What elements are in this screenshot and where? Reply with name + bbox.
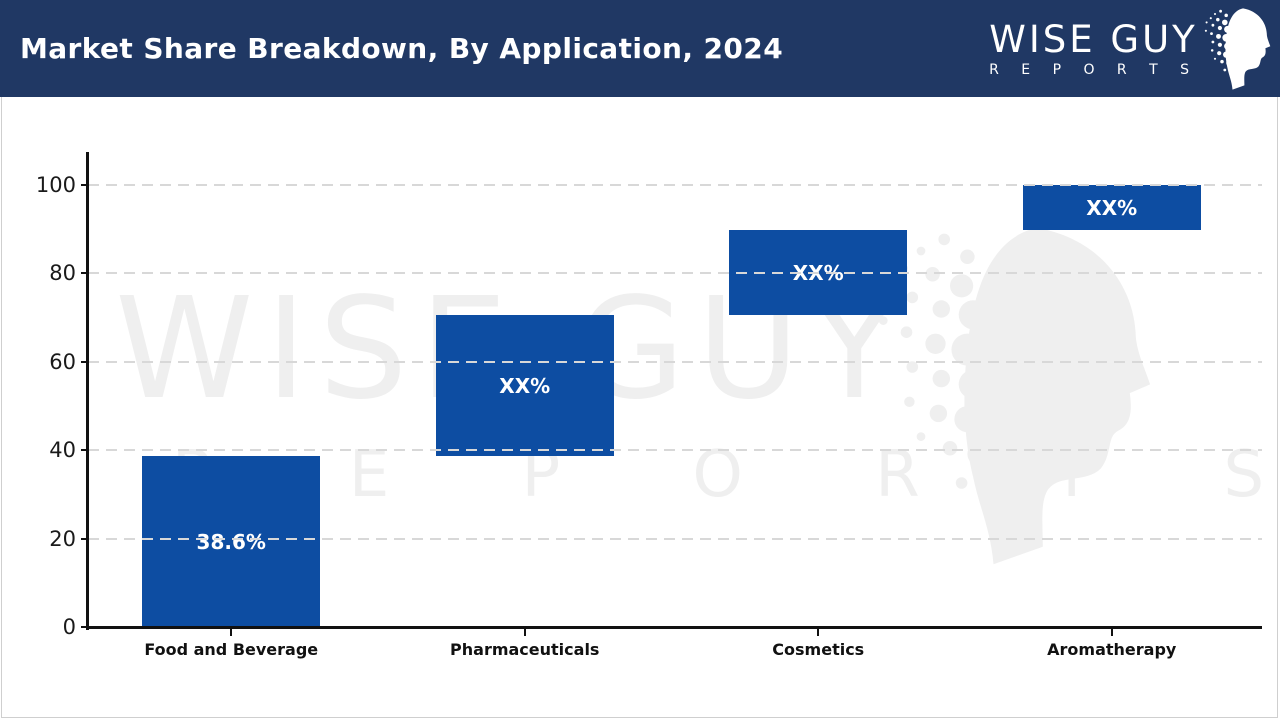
- bar-value-label-food-and-beverage: 38.6%: [196, 529, 266, 554]
- gridline-y80: [88, 272, 1262, 275]
- x-axis-category-label-cosmetics: Cosmetics: [772, 640, 865, 659]
- header-bar: Market Share Breakdown, By Application, …: [0, 0, 1280, 97]
- y-axis-tick: [81, 360, 88, 363]
- brand-name: WISE GUY: [989, 17, 1198, 61]
- y-axis-tick-label: 100: [35, 173, 76, 197]
- y-axis-tick: [81, 537, 88, 540]
- gridline-y40: [88, 449, 1262, 452]
- y-axis-tick-label: 40: [49, 438, 76, 463]
- y-axis-tick: [81, 184, 88, 186]
- gridline-y60: [88, 360, 1262, 363]
- y-axis-tick-label: 20: [49, 526, 76, 551]
- bar-value-label-aromatherapy: XX%: [1086, 195, 1138, 220]
- y-axis-tick: [81, 626, 88, 628]
- brand-logo: WISE GUY R E P O R T S: [989, 0, 1272, 97]
- bar-value-label-pharmaceuticals: XX%: [499, 373, 551, 398]
- x-axis-category-label-food-and-beverage: Food and Beverage: [144, 640, 319, 659]
- y-axis-tick-label: 80: [49, 261, 76, 286]
- bar-food-and-beverage: 38.6%: [142, 456, 321, 627]
- gridline-y20: [88, 537, 1262, 540]
- x-axis-category-label-pharmaceuticals: Pharmaceuticals: [450, 640, 600, 659]
- y-axis-tick: [81, 449, 88, 452]
- x-axis-tick: [817, 629, 820, 636]
- card-border-left: [1, 97, 2, 717]
- y-axis-tick-label: 60: [49, 349, 76, 374]
- x-axis-line: [88, 626, 1262, 629]
- x-axis-category-label-aromatherapy: Aromatherapy: [1047, 640, 1177, 659]
- x-axis-tick: [1110, 629, 1113, 636]
- y-axis-tick-label: 0: [62, 615, 76, 639]
- brand-subtitle: R E P O R T S: [989, 61, 1198, 78]
- head-profile-icon: [1204, 7, 1271, 90]
- card-border-right: [1277, 97, 1278, 717]
- bar-aromatherapy: XX%: [1022, 185, 1201, 230]
- x-axis-tick: [523, 629, 526, 636]
- bar-pharmaceuticals: XX%: [435, 315, 614, 457]
- y-axis-line: [86, 152, 89, 630]
- brand-logo-text: WISE GUY R E P O R T S: [989, 17, 1198, 78]
- x-axis-tick: [230, 629, 233, 636]
- card-border-bottom: [1, 717, 1278, 718]
- gridline-y100: [88, 184, 1262, 186]
- page-title: Market Share Breakdown, By Application, …: [20, 32, 784, 65]
- y-axis-tick: [81, 272, 88, 275]
